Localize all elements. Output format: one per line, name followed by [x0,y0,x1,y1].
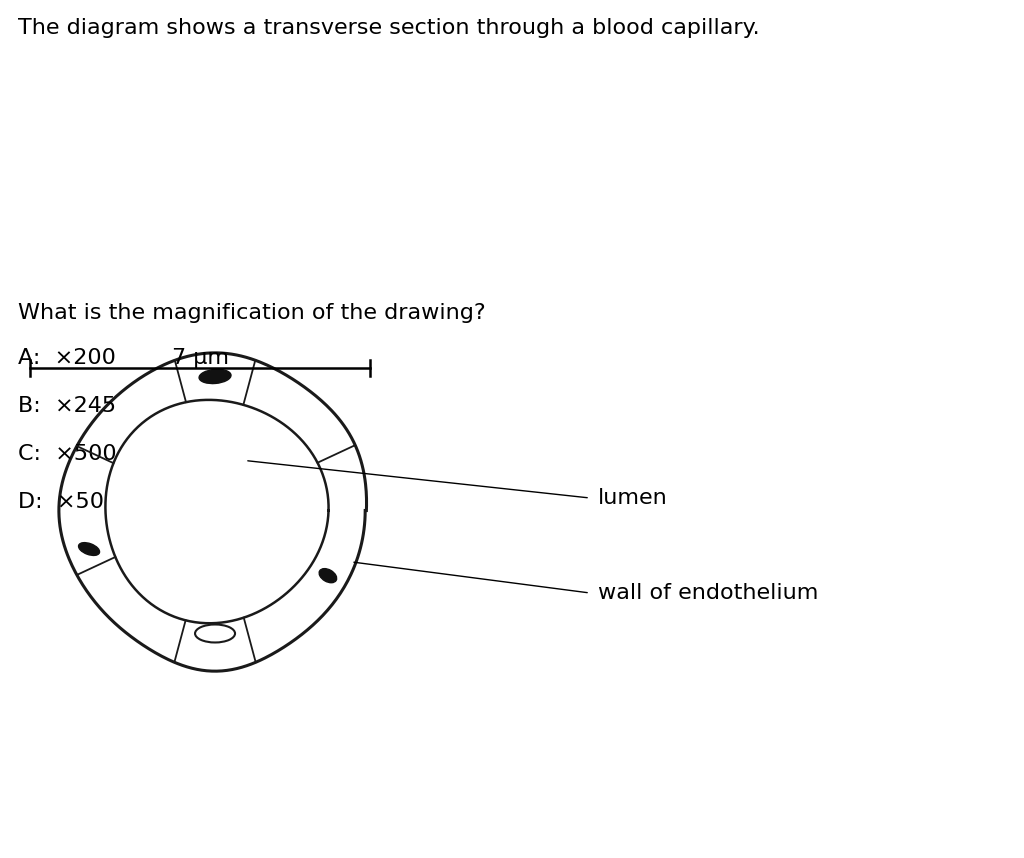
Polygon shape [105,400,329,623]
Text: B:  ×245: B: ×245 [18,396,116,416]
Text: lumen: lumen [598,488,668,508]
Ellipse shape [79,542,99,555]
Polygon shape [59,353,367,671]
Text: D:  ×5000: D: ×5000 [18,492,132,512]
Ellipse shape [319,569,337,583]
Ellipse shape [195,625,236,643]
Text: What is the magnification of the drawing?: What is the magnification of the drawing… [18,303,485,323]
Text: C:  ×500: C: ×500 [18,444,117,464]
Text: wall of endothelium: wall of endothelium [598,583,818,603]
Text: The diagram shows a transverse section through a blood capillary.: The diagram shows a transverse section t… [18,18,760,38]
Text: 7 μm: 7 μm [171,348,228,368]
Ellipse shape [199,369,231,384]
Text: A:  ×200: A: ×200 [18,348,116,368]
